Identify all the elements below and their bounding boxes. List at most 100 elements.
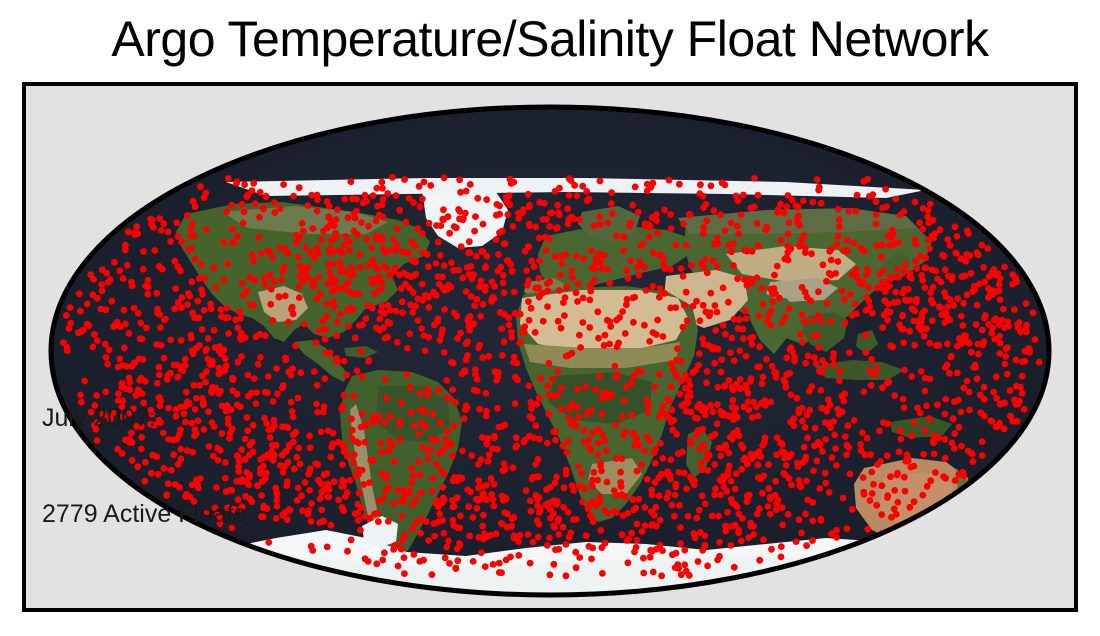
argo-float-marker[interactable] [582, 532, 590, 540]
argo-float-marker[interactable] [655, 370, 663, 378]
argo-float-marker[interactable] [965, 388, 973, 396]
argo-float-marker[interactable] [450, 422, 458, 430]
argo-float-marker[interactable] [950, 301, 958, 309]
argo-float-marker[interactable] [588, 555, 595, 563]
argo-float-marker[interactable] [177, 455, 185, 463]
argo-float-marker[interactable] [535, 293, 543, 301]
argo-float-marker[interactable] [478, 248, 486, 255]
argo-float-marker[interactable] [209, 383, 216, 391]
argo-float-marker[interactable] [119, 362, 126, 369]
argo-float-marker[interactable] [314, 196, 321, 204]
argo-float-marker[interactable] [89, 291, 97, 299]
argo-float-marker[interactable] [448, 259, 455, 267]
argo-float-marker[interactable] [669, 426, 677, 434]
argo-float-marker[interactable] [819, 261, 827, 269]
argo-float-marker[interactable] [664, 468, 672, 475]
argo-float-marker[interactable] [622, 383, 630, 390]
argo-float-marker[interactable] [660, 260, 667, 267]
argo-float-marker[interactable] [773, 451, 780, 459]
argo-float-marker[interactable] [459, 274, 467, 282]
argo-float-marker[interactable] [655, 413, 663, 421]
argo-float-marker[interactable] [174, 233, 182, 240]
argo-float-marker[interactable] [736, 316, 744, 323]
argo-float-marker[interactable] [288, 408, 296, 415]
argo-float-marker[interactable] [623, 301, 630, 309]
argo-float-marker[interactable] [357, 504, 365, 511]
argo-float-marker[interactable] [139, 265, 147, 273]
argo-float-marker[interactable] [326, 269, 334, 276]
argo-float-marker[interactable] [562, 352, 570, 360]
argo-float-marker[interactable] [524, 531, 532, 538]
argo-float-marker[interactable] [203, 226, 210, 234]
argo-float-marker[interactable] [118, 403, 126, 410]
argo-float-marker[interactable] [104, 279, 112, 286]
argo-float-marker[interactable] [677, 540, 684, 547]
argo-float-marker[interactable] [667, 225, 675, 233]
argo-float-marker[interactable] [554, 224, 561, 232]
argo-float-marker[interactable] [589, 518, 597, 526]
argo-float-marker[interactable] [671, 512, 678, 520]
argo-float-marker[interactable] [224, 260, 231, 268]
argo-float-marker[interactable] [525, 382, 533, 390]
argo-float-marker[interactable] [558, 405, 565, 413]
argo-float-marker[interactable] [521, 436, 529, 444]
argo-float-marker[interactable] [784, 192, 792, 199]
argo-float-marker[interactable] [800, 443, 808, 451]
argo-float-marker[interactable] [859, 429, 866, 437]
argo-float-marker[interactable] [510, 353, 518, 361]
argo-float-marker[interactable] [748, 455, 756, 463]
argo-float-marker[interactable] [658, 572, 665, 580]
argo-float-marker[interactable] [641, 263, 648, 271]
argo-float-marker[interactable] [239, 219, 247, 227]
argo-float-marker[interactable] [576, 482, 583, 490]
argo-float-marker[interactable] [630, 506, 638, 514]
argo-float-marker[interactable] [498, 325, 506, 333]
argo-float-marker[interactable] [713, 234, 721, 242]
argo-float-marker[interactable] [314, 249, 322, 257]
argo-float-marker[interactable] [471, 302, 479, 309]
argo-float-marker[interactable] [375, 413, 383, 420]
argo-float-marker[interactable] [515, 552, 523, 559]
argo-float-marker[interactable] [589, 429, 596, 436]
argo-float-marker[interactable] [490, 480, 498, 488]
argo-float-marker[interactable] [911, 236, 919, 244]
argo-float-marker[interactable] [578, 470, 586, 477]
argo-float-marker[interactable] [449, 386, 456, 393]
argo-float-marker[interactable] [320, 408, 327, 416]
argo-float-marker[interactable] [795, 516, 803, 524]
argo-float-marker[interactable] [166, 369, 174, 377]
argo-float-marker[interactable] [483, 440, 491, 448]
argo-float-marker[interactable] [799, 339, 806, 346]
argo-float-marker[interactable] [564, 205, 571, 213]
argo-float-marker[interactable] [243, 414, 251, 421]
argo-float-marker[interactable] [641, 447, 648, 454]
argo-float-marker[interactable] [822, 406, 830, 413]
argo-float-marker[interactable] [436, 336, 444, 344]
argo-float-marker[interactable] [980, 396, 988, 403]
argo-float-marker[interactable] [543, 439, 551, 447]
argo-float-marker[interactable] [546, 571, 554, 579]
argo-float-marker[interactable] [396, 436, 404, 444]
argo-float-marker[interactable] [477, 312, 485, 320]
argo-float-marker[interactable] [378, 302, 386, 310]
argo-float-marker[interactable] [492, 530, 500, 538]
argo-float-marker[interactable] [1016, 397, 1023, 405]
argo-float-marker[interactable] [995, 287, 1002, 295]
argo-float-marker[interactable] [929, 284, 937, 291]
argo-float-marker[interactable] [307, 249, 314, 257]
argo-float-marker[interactable] [941, 364, 949, 371]
argo-float-marker[interactable] [157, 341, 165, 349]
argo-float-marker[interactable] [456, 208, 464, 215]
argo-float-marker[interactable] [334, 285, 342, 293]
argo-float-marker[interactable] [995, 281, 1003, 288]
argo-float-marker[interactable] [256, 330, 264, 338]
argo-float-marker[interactable] [802, 510, 809, 518]
argo-float-marker[interactable] [346, 288, 354, 296]
argo-float-marker[interactable] [718, 411, 726, 419]
argo-float-marker[interactable] [1029, 309, 1037, 317]
argo-float-marker[interactable] [978, 241, 986, 249]
argo-float-marker[interactable] [214, 511, 221, 519]
argo-float-marker[interactable] [440, 206, 447, 214]
argo-float-marker[interactable] [917, 252, 924, 260]
argo-float-marker[interactable] [202, 189, 210, 197]
